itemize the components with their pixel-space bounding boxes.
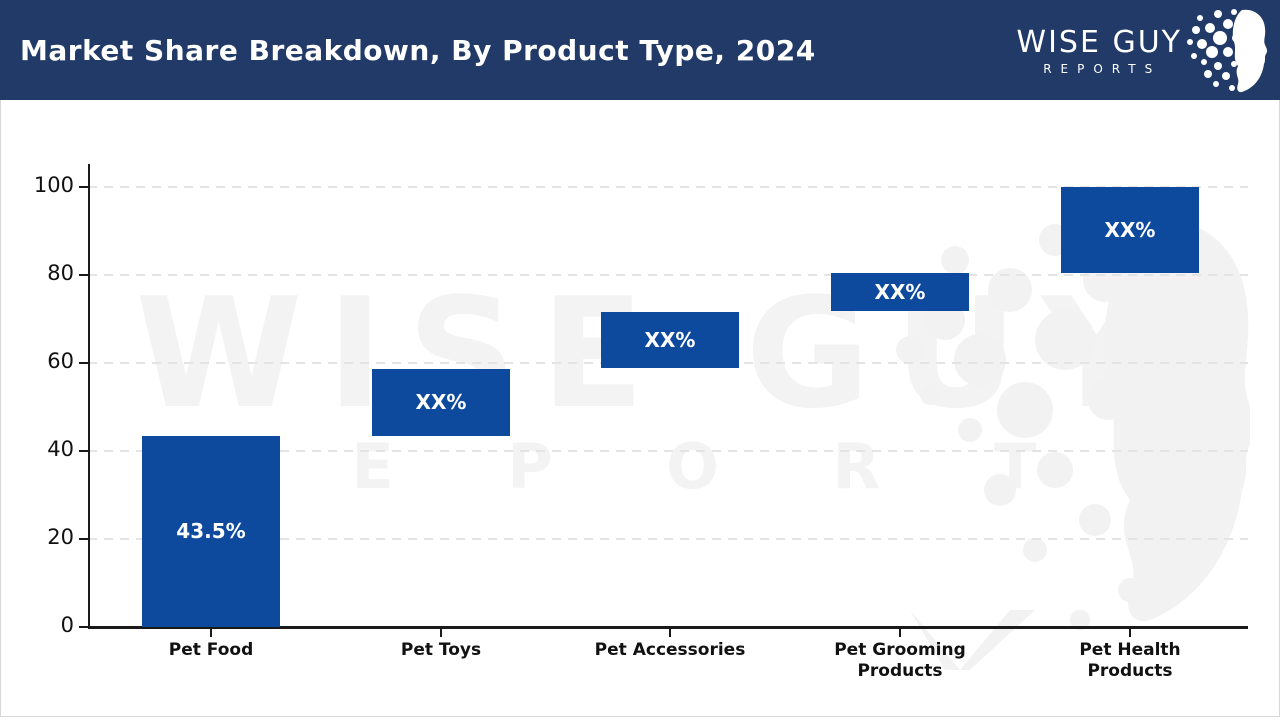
- brand-head-icon: [1187, 9, 1268, 93]
- y-axis-tick-mark: [79, 538, 88, 540]
- bar-value-label: XX%: [415, 390, 467, 415]
- y-gridline: [88, 186, 1248, 188]
- x-axis-tick-mark: [899, 628, 901, 637]
- x-category-label-line: Pet Toys: [400, 640, 482, 660]
- chart-title: Market Share Breakdown, By Product Type,…: [20, 33, 816, 67]
- y-axis-tick-mark: [79, 450, 88, 452]
- bar-value-label: XX%: [1104, 217, 1156, 242]
- y-axis-tick-label: 0: [60, 613, 74, 637]
- x-axis: [88, 626, 1248, 629]
- y-axis-tick-mark: [79, 626, 88, 628]
- watermark-head-icon: [896, 218, 1250, 670]
- chart-plot-area: WISE GUY R E P O R T S 02040608010043.5%…: [0, 100, 1280, 720]
- x-category-label: Pet Grooming Products: [790, 640, 1010, 682]
- x-category-label: Pet Food: [101, 640, 321, 661]
- y-axis-tick-mark: [79, 274, 88, 276]
- x-category-label-line: Pet Food: [168, 640, 254, 660]
- x-category-label: Pet Accessories: [560, 640, 780, 661]
- bar-value-label: 43.5%: [176, 519, 246, 544]
- y-axis-tick-label: 60: [47, 349, 74, 373]
- waterfall-bar: XX%: [372, 369, 510, 436]
- waterfall-bar: 43.5%: [142, 435, 280, 627]
- x-category-label-line: Pet Health: [1079, 640, 1181, 660]
- watermark-subtext: R E P O R T S: [190, 430, 1241, 503]
- x-category-label: Pet Toys: [331, 640, 551, 661]
- y-axis-tick-label: 80: [47, 261, 74, 285]
- x-axis-tick-mark: [1129, 628, 1131, 637]
- waterfall-bar: XX%: [831, 272, 969, 312]
- x-category-label-line: Pet Accessories: [594, 640, 746, 660]
- y-axis: [88, 164, 90, 629]
- x-axis-tick-mark: [210, 628, 212, 637]
- y-gridline: [88, 538, 1248, 540]
- y-axis-tick-label: 20: [47, 525, 74, 549]
- brand-logo-text: WISE GUY REPORTS: [1016, 25, 1182, 76]
- bar-value-label: XX%: [874, 279, 926, 304]
- waterfall-bar: XX%: [1061, 187, 1199, 273]
- bar-value-label: XX%: [644, 327, 696, 352]
- brand-logo: WISE GUY REPORTS: [1016, 4, 1268, 96]
- x-category-label-line: Products: [857, 661, 943, 681]
- y-axis-tick-label: 100: [33, 173, 74, 197]
- y-axis-tick-mark: [79, 186, 88, 188]
- x-category-label-line: Products: [1087, 661, 1173, 681]
- y-gridline: [88, 274, 1248, 276]
- y-gridline: [88, 450, 1248, 452]
- brand-subtitle: REPORTS: [1043, 61, 1162, 76]
- x-category-label: Pet Health Products: [1020, 640, 1240, 682]
- header-bar: Market Share Breakdown, By Product Type,…: [0, 0, 1280, 100]
- y-axis-tick-mark: [79, 362, 88, 364]
- y-axis-tick-label: 40: [47, 437, 74, 461]
- waterfall-bar: XX%: [601, 311, 739, 368]
- brand-name: WISE GUY: [1016, 24, 1182, 60]
- x-category-label-line: Pet Grooming: [834, 640, 966, 660]
- x-axis-tick-mark: [669, 628, 671, 637]
- x-axis-tick-mark: [440, 628, 442, 637]
